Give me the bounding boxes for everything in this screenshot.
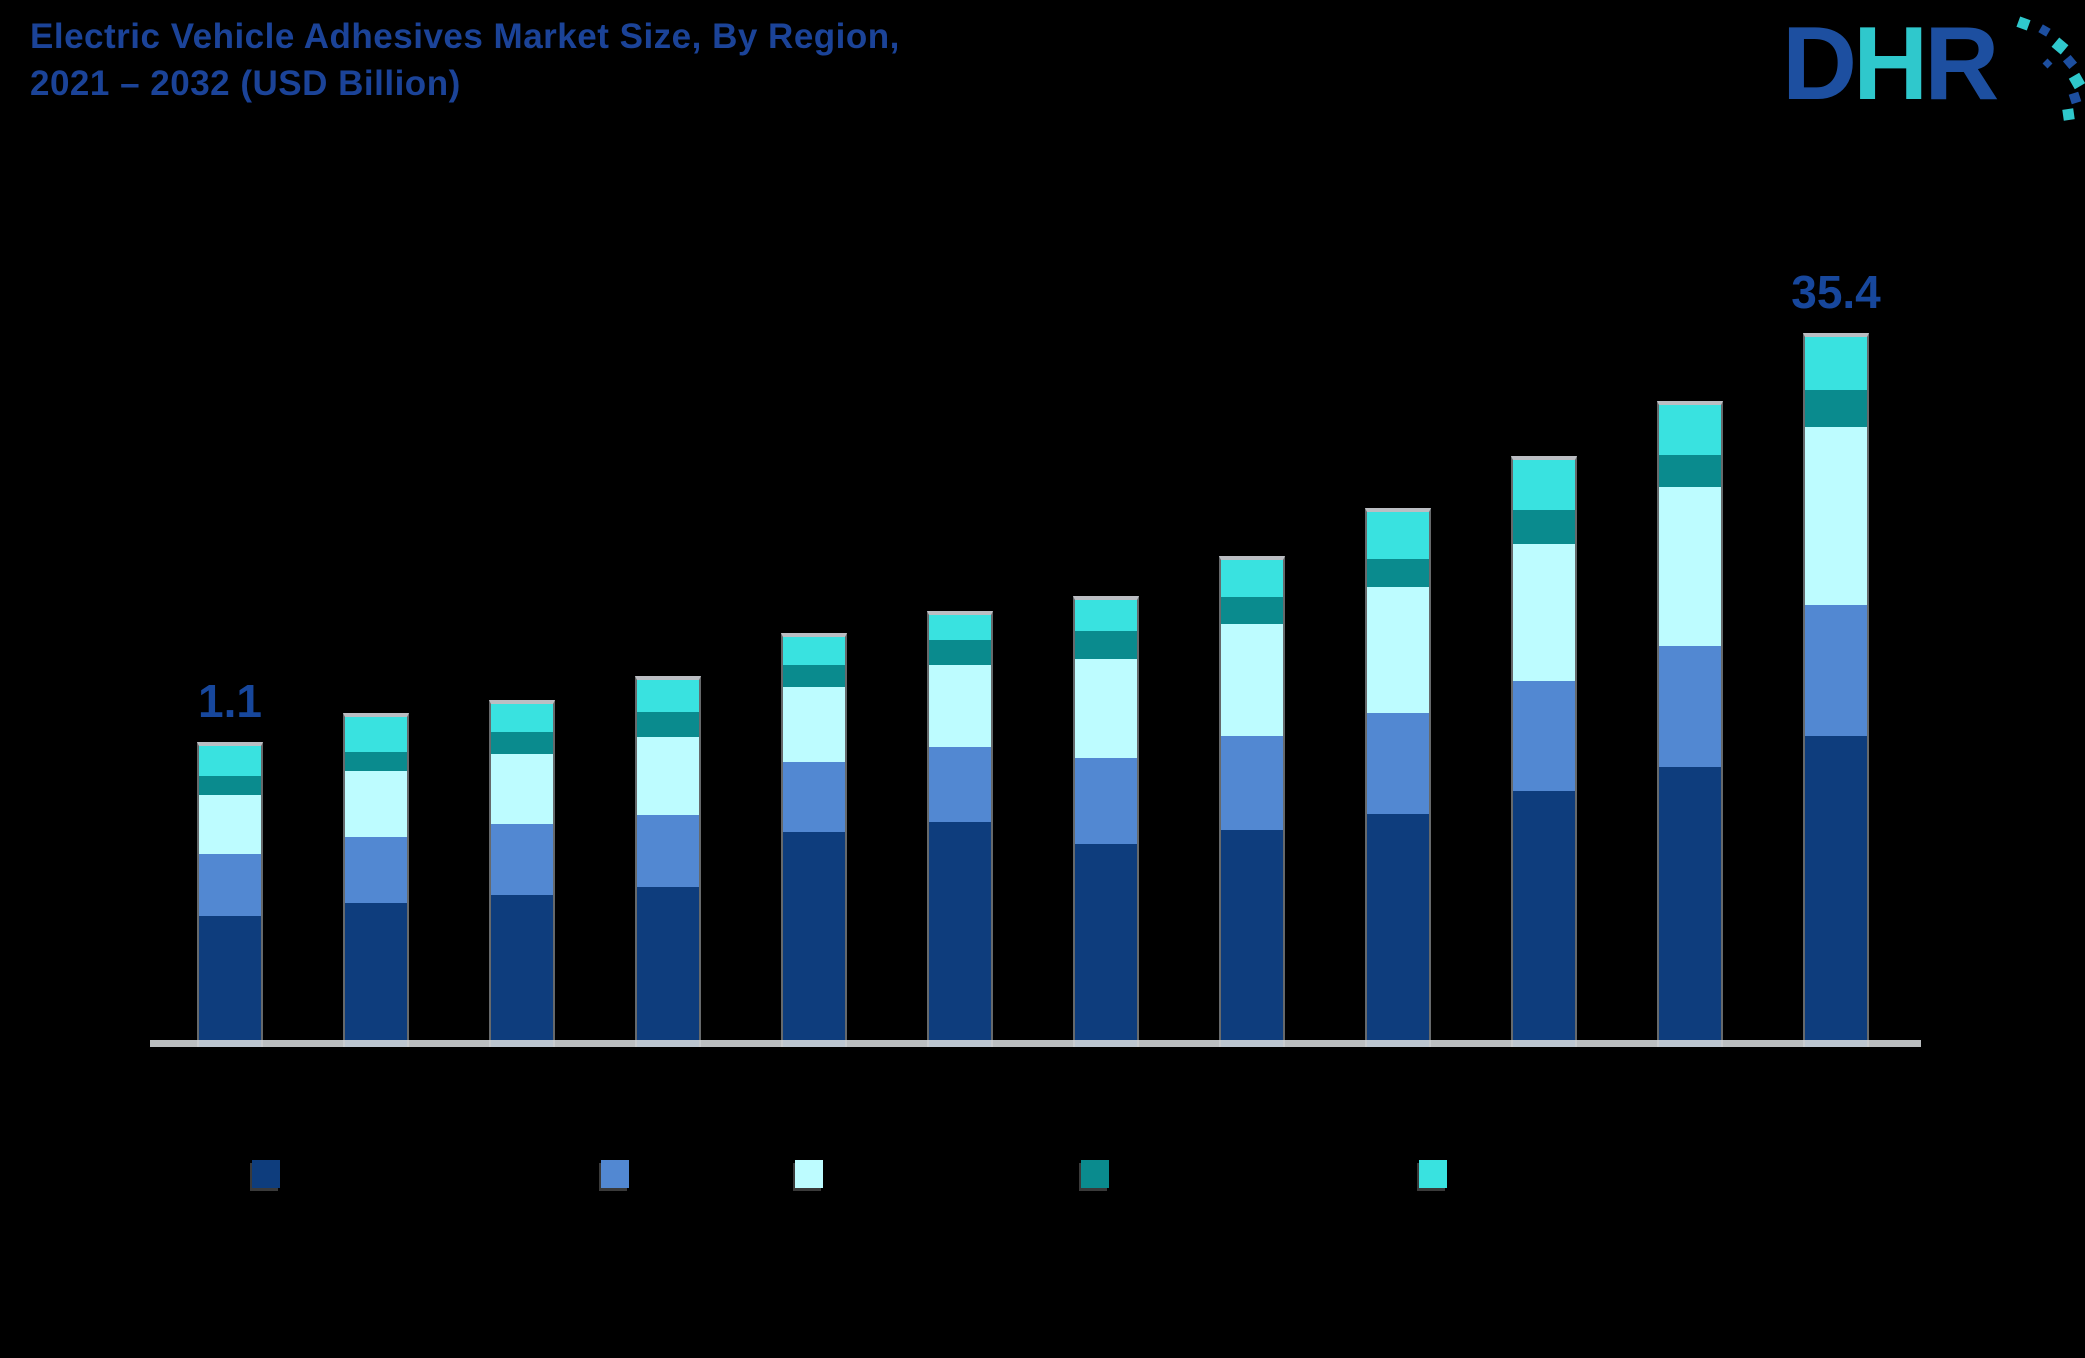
stacked-bar-2029 bbox=[1365, 508, 1431, 1047]
x-axis-baseline bbox=[150, 1040, 1921, 1047]
bar-2027-region-segment-1 bbox=[1075, 844, 1137, 1047]
bar-2030-region-segment-4 bbox=[1513, 510, 1575, 544]
bar-2029-region-segment-1 bbox=[1367, 814, 1429, 1047]
bar-2022-region-segment-1 bbox=[345, 903, 407, 1047]
legend-swatch-5 bbox=[1419, 1160, 1447, 1188]
bar-2021-region-segment-3 bbox=[199, 795, 261, 854]
logo-letter-h: H bbox=[1853, 6, 1928, 122]
bar-2032-region-segment-4 bbox=[1805, 390, 1867, 427]
bar-2026-region-segment-1 bbox=[929, 822, 991, 1047]
bar-2028-region-segment-2 bbox=[1221, 736, 1283, 830]
stacked-bar-2032 bbox=[1803, 333, 1869, 1047]
bar-2023-region-segment-5 bbox=[491, 704, 553, 732]
bar-2028-region-segment-5 bbox=[1221, 560, 1283, 597]
stacked-bar-2025 bbox=[781, 633, 847, 1047]
stacked-bar-2030 bbox=[1511, 456, 1577, 1047]
bar-2021-region-segment-1 bbox=[199, 916, 261, 1047]
stacked-bar-2026 bbox=[927, 611, 993, 1047]
bar-2031-region-segment-5 bbox=[1659, 405, 1721, 455]
stacked-bar-2022 bbox=[343, 713, 409, 1047]
bar-2021-region-segment-2 bbox=[199, 854, 261, 916]
bar-2026-region-segment-4 bbox=[929, 640, 991, 665]
bar-2023-region-segment-2 bbox=[491, 824, 553, 895]
stacked-bar-2023 bbox=[489, 700, 555, 1047]
bar-2022-region-segment-5 bbox=[345, 717, 407, 752]
logo-letter-r: R bbox=[1924, 6, 1999, 122]
bar-2031-region-segment-4 bbox=[1659, 455, 1721, 487]
bar-2023-region-segment-1 bbox=[491, 895, 553, 1047]
bar-2031-region-segment-2 bbox=[1659, 646, 1721, 767]
bar-value-label-2021: 1.1 bbox=[198, 675, 262, 727]
bar-2021-region-segment-4 bbox=[199, 776, 261, 795]
bar-2027-region-segment-4 bbox=[1075, 631, 1137, 659]
bar-2021-region-segment-5 bbox=[199, 746, 261, 776]
bar-2032-region-segment-2 bbox=[1805, 605, 1867, 736]
bar-2025-region-segment-1 bbox=[783, 832, 845, 1047]
stacked-bar-2028 bbox=[1219, 556, 1285, 1047]
bar-2028-region-segment-1 bbox=[1221, 830, 1283, 1047]
bar-2024-region-segment-3 bbox=[637, 737, 699, 815]
bar-2031-region-segment-1 bbox=[1659, 767, 1721, 1047]
bar-2031-region-segment-3 bbox=[1659, 487, 1721, 646]
bar-2022-region-segment-4 bbox=[345, 752, 407, 771]
logo-letter-d: D bbox=[1782, 6, 1857, 122]
legend-swatch-4 bbox=[1081, 1160, 1109, 1188]
bar-2022-region-segment-3 bbox=[345, 771, 407, 837]
bar-2027-region-segment-5 bbox=[1075, 600, 1137, 631]
bar-value-label-2032: 35.4 bbox=[1791, 266, 1881, 318]
bar-2023-region-segment-3 bbox=[491, 754, 553, 824]
bar-2032-region-segment-5 bbox=[1805, 337, 1867, 390]
bar-2024-region-segment-4 bbox=[637, 712, 699, 737]
legend-swatch-3 bbox=[795, 1160, 823, 1188]
dhr-logo-letters: DHR bbox=[1782, 10, 1999, 118]
bar-2026-region-segment-2 bbox=[929, 747, 991, 822]
stacked-bar-2031 bbox=[1657, 401, 1723, 1047]
legend-swatch-1 bbox=[252, 1160, 280, 1188]
bar-2024-region-segment-1 bbox=[637, 887, 699, 1047]
bar-2030-region-segment-5 bbox=[1513, 460, 1575, 510]
bar-2026-region-segment-5 bbox=[929, 615, 991, 640]
stacked-bar-2021 bbox=[197, 742, 263, 1047]
bar-2029-region-segment-2 bbox=[1367, 713, 1429, 814]
bar-2027-region-segment-2 bbox=[1075, 758, 1137, 844]
bar-2030-region-segment-2 bbox=[1513, 681, 1575, 791]
bar-2029-region-segment-5 bbox=[1367, 512, 1429, 559]
bar-2030-region-segment-1 bbox=[1513, 791, 1575, 1047]
bar-2025-region-segment-4 bbox=[783, 665, 845, 687]
bar-2022-region-segment-2 bbox=[345, 837, 407, 903]
chart-title-line2: 2021 – 2032 (USD Billion) bbox=[30, 63, 461, 103]
chart-title: Electric Vehicle Adhesives Market Size, … bbox=[30, 14, 900, 108]
bar-2024-region-segment-2 bbox=[637, 815, 699, 887]
bar-2025-region-segment-2 bbox=[783, 762, 845, 832]
bar-2029-region-segment-3 bbox=[1367, 587, 1429, 713]
bar-2029-region-segment-4 bbox=[1367, 559, 1429, 587]
dhr-logo: DHR bbox=[1782, 10, 2085, 135]
chart-title-line1: Electric Vehicle Adhesives Market Size, … bbox=[30, 17, 900, 56]
bar-2026-region-segment-3 bbox=[929, 665, 991, 747]
stacked-bar-2024 bbox=[635, 676, 701, 1047]
bar-2032-region-segment-1 bbox=[1805, 736, 1867, 1047]
bar-2032-region-segment-3 bbox=[1805, 427, 1867, 605]
bar-2023-region-segment-4 bbox=[491, 732, 553, 754]
stacked-bar-2027 bbox=[1073, 596, 1139, 1047]
bar-2027-region-segment-3 bbox=[1075, 659, 1137, 758]
bar-2028-region-segment-3 bbox=[1221, 624, 1283, 736]
bar-2025-region-segment-3 bbox=[783, 687, 845, 762]
bar-2025-region-segment-5 bbox=[783, 637, 845, 665]
bar-2024-region-segment-5 bbox=[637, 680, 699, 712]
bar-2028-region-segment-4 bbox=[1221, 597, 1283, 624]
bar-2030-region-segment-3 bbox=[1513, 544, 1575, 681]
legend-swatch-2 bbox=[601, 1160, 629, 1188]
